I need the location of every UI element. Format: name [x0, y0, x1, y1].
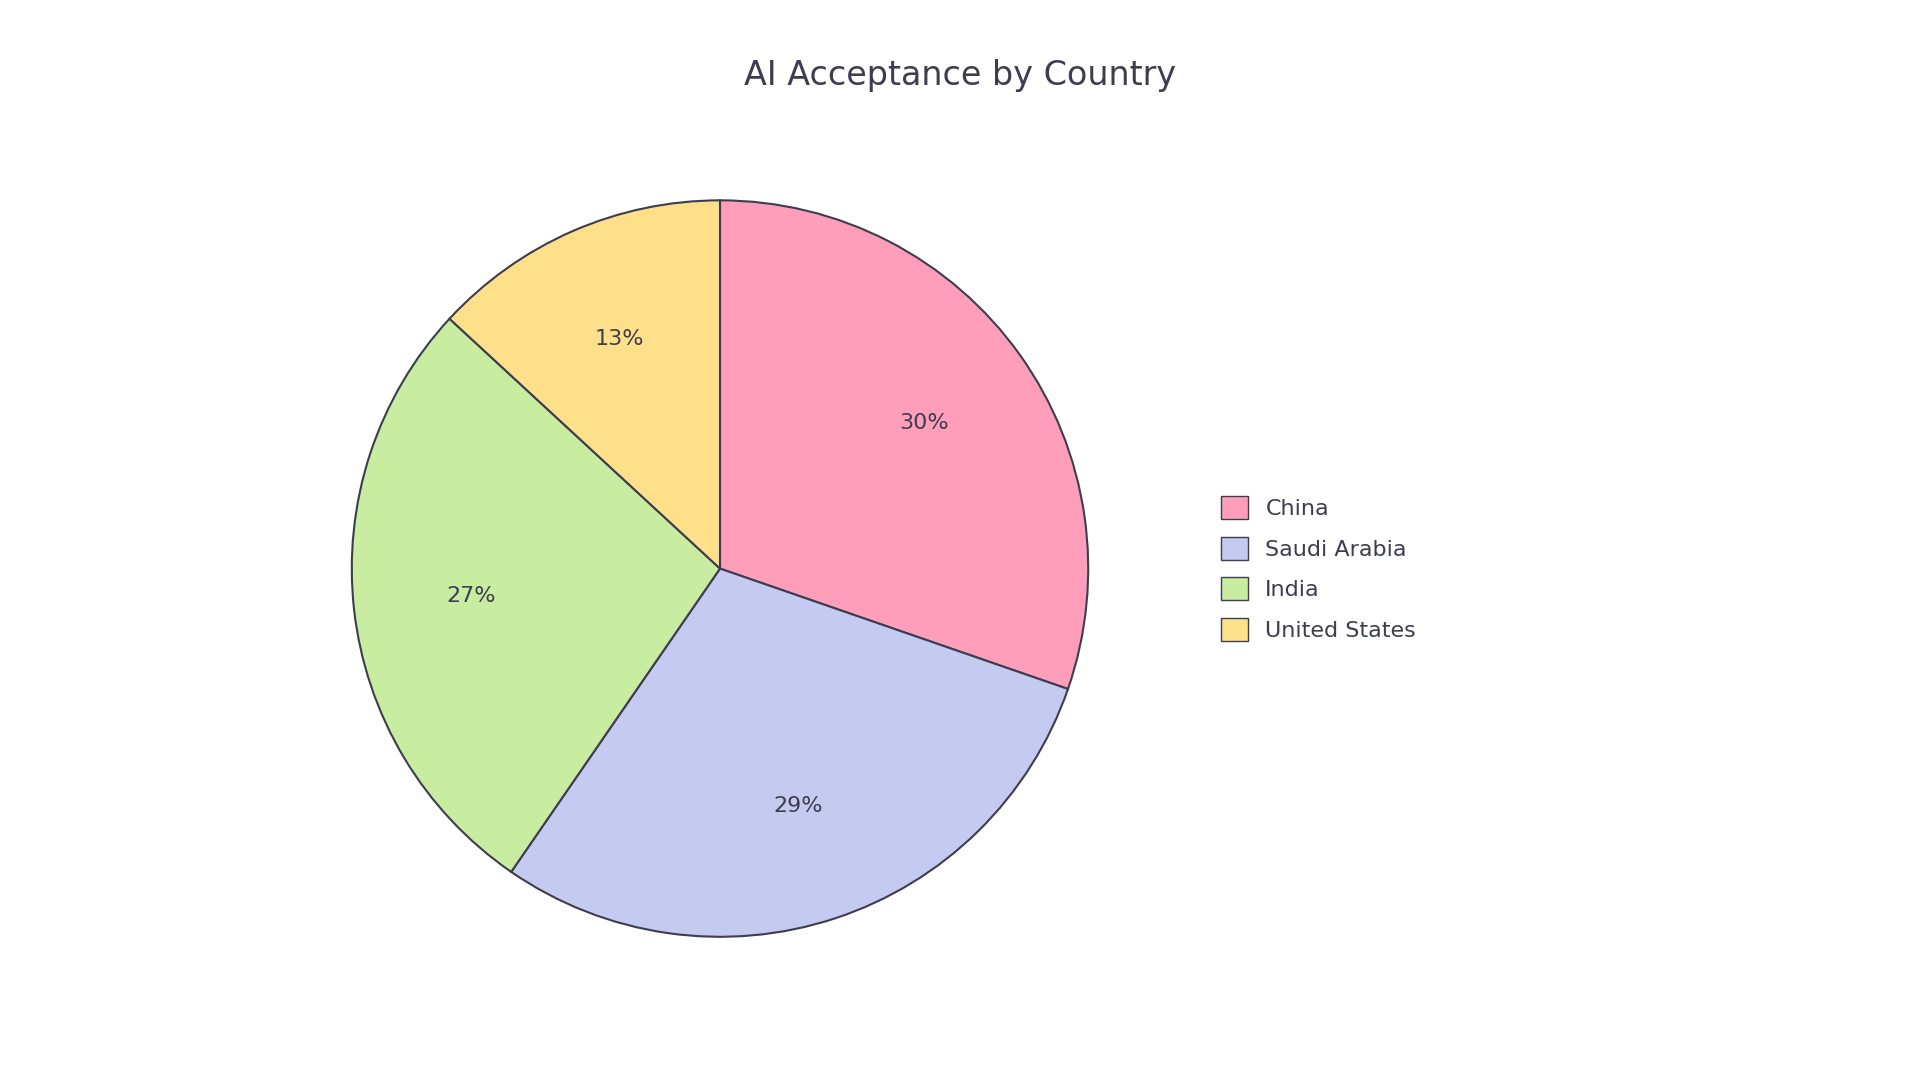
Text: 13%: 13% [595, 329, 645, 349]
Wedge shape [449, 200, 720, 569]
Text: AI Acceptance by Country: AI Acceptance by Country [743, 60, 1177, 92]
Wedge shape [720, 200, 1089, 689]
Text: 30%: 30% [899, 414, 948, 433]
Legend: China, Saudi Arabia, India, United States: China, Saudi Arabia, India, United State… [1210, 485, 1427, 652]
Wedge shape [351, 318, 720, 872]
Text: 27%: 27% [447, 586, 495, 606]
Text: 29%: 29% [774, 796, 824, 817]
Wedge shape [511, 569, 1068, 937]
